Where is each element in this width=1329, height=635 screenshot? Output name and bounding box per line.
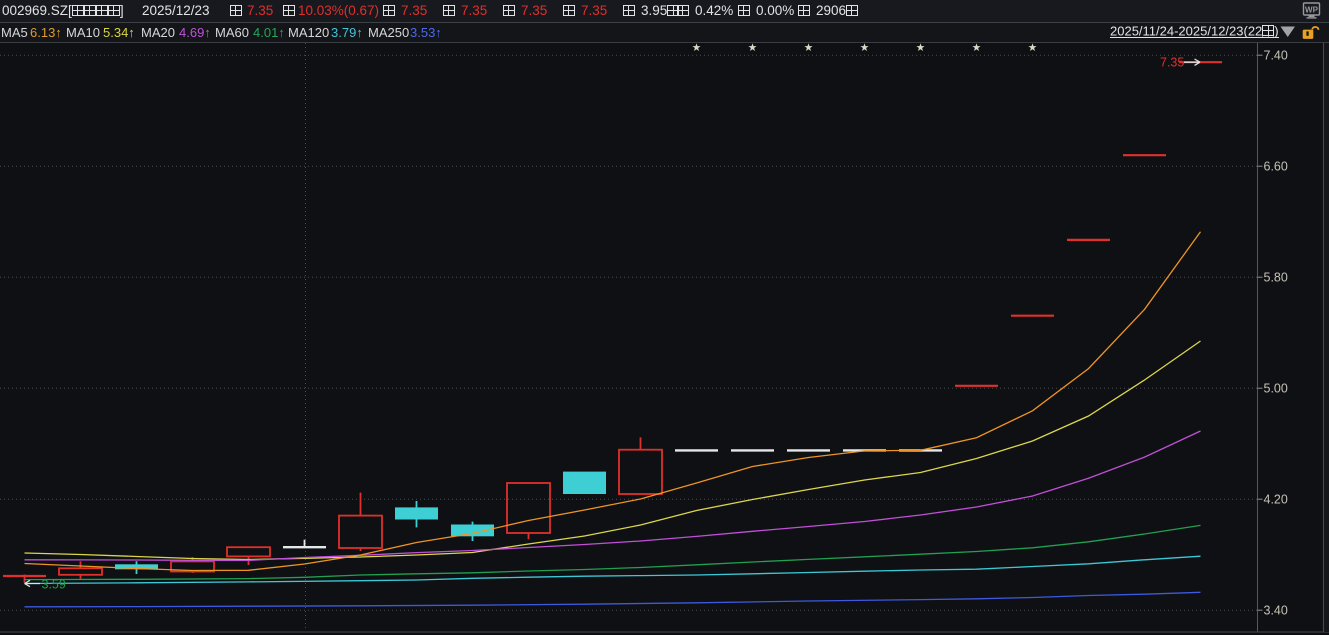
svg-text:5.80: 5.80: [1264, 270, 1288, 284]
svg-text:7.40: 7.40: [1264, 48, 1288, 62]
svg-text:WP: WP: [1305, 6, 1319, 15]
svg-text:3.40: 3.40: [1264, 603, 1288, 617]
svg-text:7.35: 7.35: [1160, 56, 1184, 70]
svg-text:3.59: 3.59: [42, 578, 66, 592]
svg-text:5.00: 5.00: [1264, 381, 1288, 395]
svg-text:4.20: 4.20: [1264, 492, 1288, 506]
svg-text:6.60: 6.60: [1264, 159, 1288, 173]
